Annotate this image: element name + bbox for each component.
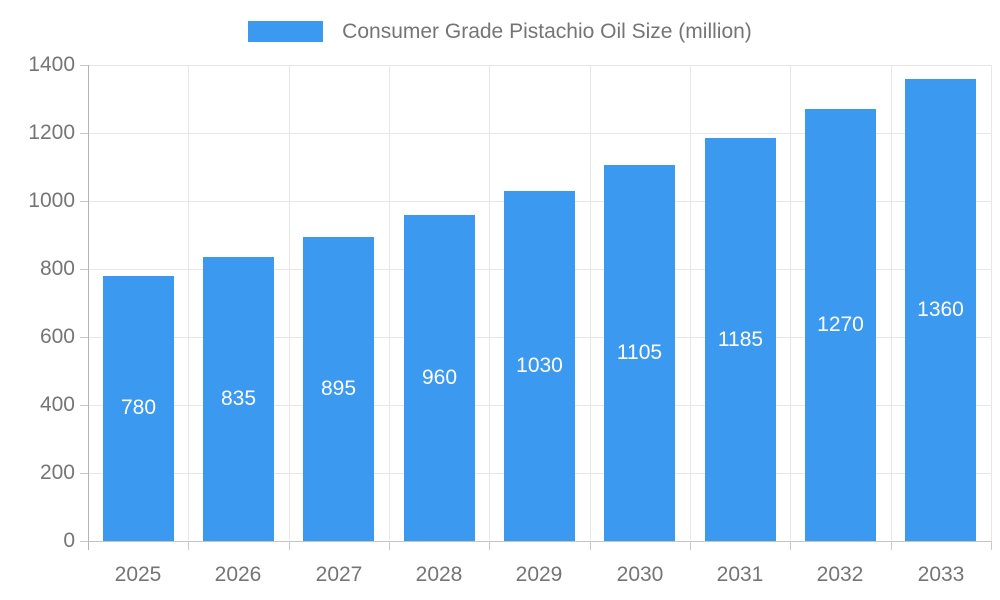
gridline-vertical: [389, 65, 390, 541]
legend-label: Consumer Grade Pistachio Oil Size (milli…: [342, 20, 752, 43]
x-tick-label: 2028: [415, 563, 463, 586]
y-tick-label: 800: [39, 257, 75, 280]
x-tick-label: 2033: [917, 563, 965, 586]
x-axis-tick: [690, 541, 691, 550]
gridline-vertical: [790, 65, 791, 541]
x-tick-label: 2029: [515, 563, 563, 586]
y-tick-label: 400: [39, 393, 75, 416]
y-axis-tick: [80, 65, 88, 66]
chart-legend[interactable]: Consumer Grade Pistachio Oil Size (milli…: [0, 20, 1000, 43]
gridline-vertical: [590, 65, 591, 541]
bar-2025[interactable]: [103, 276, 174, 541]
bar-2033[interactable]: [905, 79, 976, 541]
y-axis-tick: [80, 201, 88, 202]
x-axis-line: [88, 541, 991, 542]
bar-2031[interactable]: [705, 138, 776, 541]
x-axis-tick: [389, 541, 390, 550]
bar-2030[interactable]: [604, 165, 675, 541]
y-axis-tick: [80, 133, 88, 134]
y-tick-label: 1000: [28, 189, 75, 212]
x-axis-tick: [289, 541, 290, 550]
gridline-horizontal: [88, 65, 991, 66]
x-axis-tick: [790, 541, 791, 550]
x-tick-label: 2026: [214, 563, 262, 586]
x-axis-tick: [891, 541, 892, 550]
y-tick-label: 200: [39, 461, 75, 484]
x-axis-tick: [188, 541, 189, 550]
y-tick-label: 1200: [28, 121, 75, 144]
y-axis-tick: [80, 473, 88, 474]
gridline-vertical: [690, 65, 691, 541]
y-axis-tick: [80, 541, 88, 542]
bar-2028[interactable]: [404, 215, 475, 541]
x-tick-label: 2032: [816, 563, 864, 586]
gridline-vertical: [891, 65, 892, 541]
legend-swatch: [248, 21, 324, 42]
x-tick-label: 2025: [114, 563, 162, 586]
y-axis-tick: [80, 405, 88, 406]
x-tick-label: 2030: [616, 563, 664, 586]
y-tick-label: 600: [39, 325, 75, 348]
gridline-vertical: [489, 65, 490, 541]
x-axis-tick: [489, 541, 490, 550]
y-axis-tick: [80, 269, 88, 270]
bar-2029[interactable]: [504, 191, 575, 541]
y-axis-line: [88, 65, 89, 550]
bar-2026[interactable]: [203, 257, 274, 541]
gridline-vertical: [289, 65, 290, 541]
bar-2032[interactable]: [805, 109, 876, 541]
x-axis-tick: [590, 541, 591, 550]
y-axis-tick: [80, 337, 88, 338]
x-axis-tick: [991, 541, 992, 550]
y-tick-label: 1400: [28, 53, 75, 76]
bar-2027[interactable]: [303, 237, 374, 541]
x-tick-label: 2031: [716, 563, 764, 586]
y-tick-label: 0: [63, 529, 75, 552]
gridline-vertical: [991, 65, 992, 541]
gridline-vertical: [188, 65, 189, 541]
x-tick-label: 2027: [315, 563, 363, 586]
